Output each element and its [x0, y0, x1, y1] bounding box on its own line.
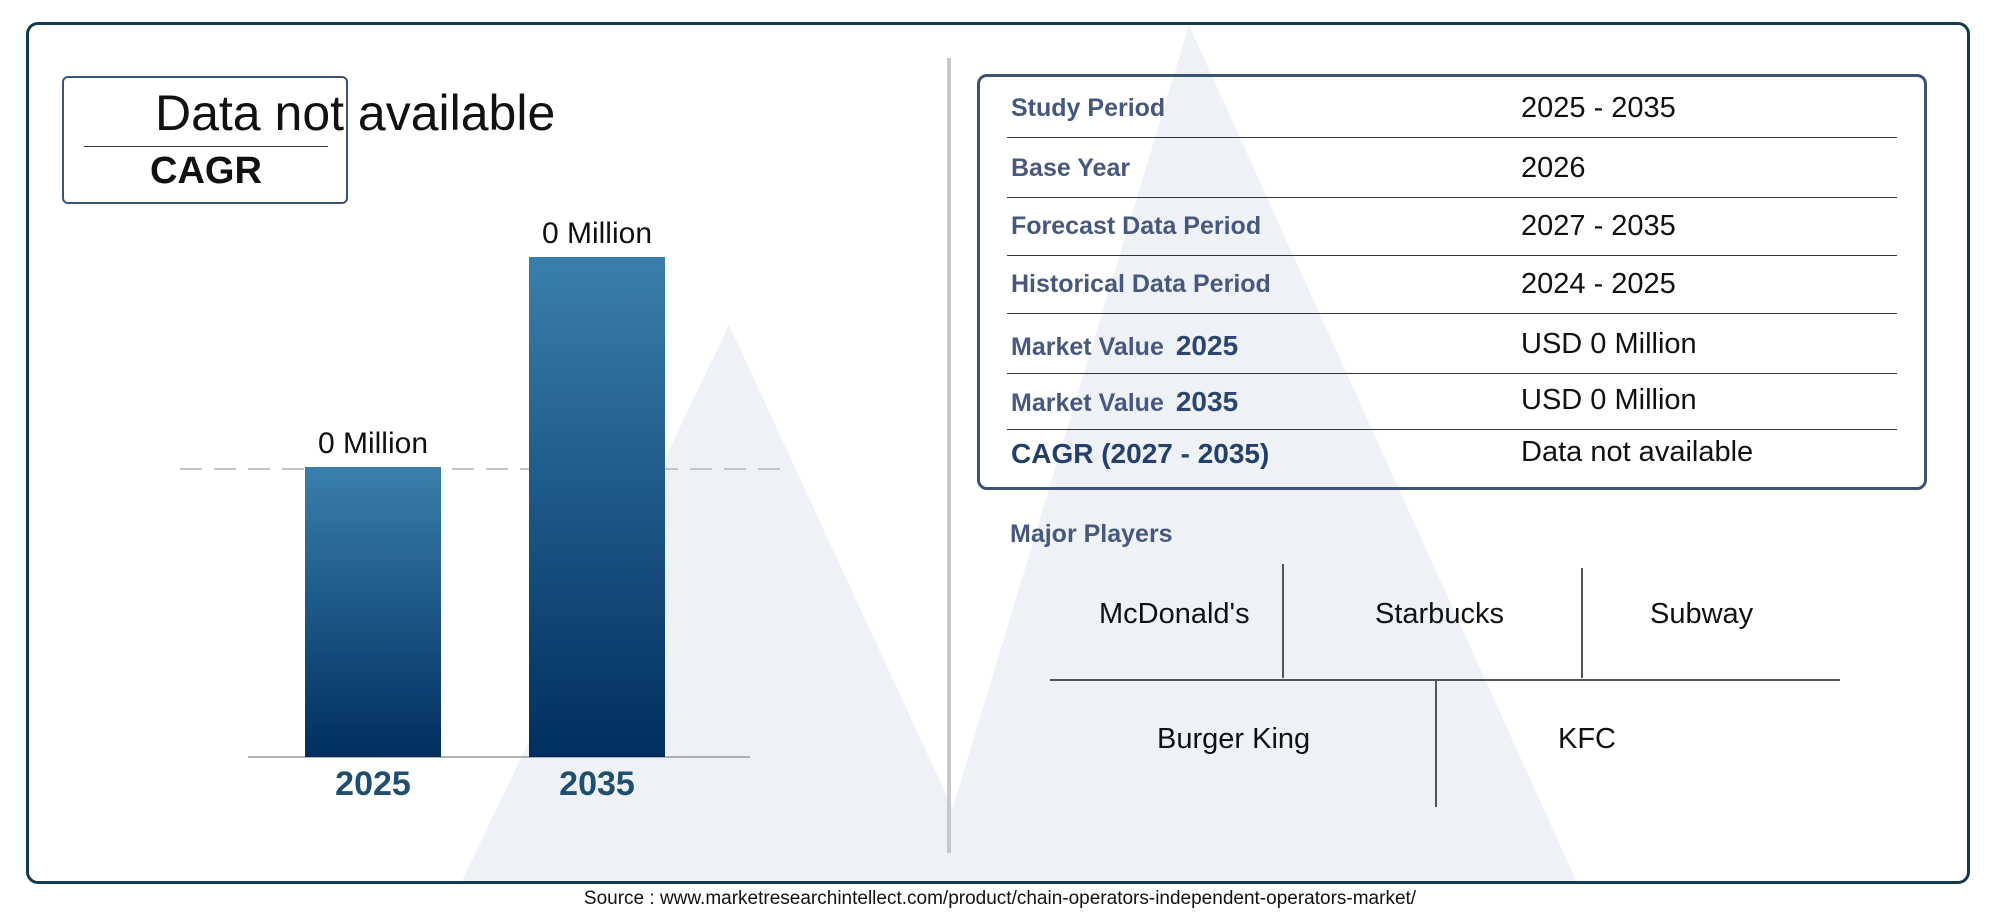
- x-tick-label: 2025: [335, 765, 411, 803]
- info-row: Study Period 2025 - 2035: [1007, 80, 1897, 138]
- info-row: Forecast Data Period 2027 - 2035: [1007, 198, 1897, 256]
- info-row-rule: [1007, 312, 1897, 314]
- info-row-value: 2027 - 2035: [1521, 210, 1676, 242]
- panel-divider: [947, 58, 951, 853]
- info-row: CAGR (2027 - 2035) Data not available: [1007, 424, 1897, 482]
- info-row-label: Forecast Data Period: [1011, 212, 1262, 240]
- info-row-value: USD 0 Million: [1521, 328, 1697, 360]
- cagr-box: [62, 76, 348, 204]
- player-name: KFC: [1558, 723, 1616, 755]
- cagr-value: Data not available: [155, 85, 556, 141]
- info-row: Base Year 2026: [1007, 140, 1897, 198]
- x-tick-label: 2035: [559, 765, 635, 803]
- source-citation: Source : www.marketresearchintellect.com…: [583, 888, 1417, 909]
- market-info-box: [977, 74, 1927, 490]
- players-divider-vertical-1: [1282, 564, 1284, 678]
- info-row-rule: [1007, 372, 1897, 374]
- players-divider-vertical-2: [1581, 568, 1583, 678]
- info-row-rule: [1007, 428, 1897, 430]
- bar-2025: [305, 467, 441, 757]
- player-name: Burger King: [1157, 723, 1311, 755]
- player-name: McDonald's: [1099, 598, 1250, 630]
- major-players-title: Major Players: [1010, 520, 1173, 548]
- cagr-label: CAGR: [150, 150, 262, 192]
- bar-2035: [529, 257, 665, 757]
- info-row-year: 2025: [1175, 330, 1239, 361]
- info-row: Market Value 2035 USD 0 Million: [1007, 372, 1897, 430]
- player-name: Starbucks: [1375, 598, 1504, 630]
- info-row-label: Study Period: [1011, 94, 1166, 122]
- bar-value-label: 0 Million: [318, 427, 428, 460]
- info-row-value: Data not available: [1521, 436, 1754, 468]
- info-row-label: Market Value 2035: [1011, 386, 1239, 417]
- info-row: Market Value 2025 USD 0 Million: [1007, 316, 1897, 374]
- info-row-rule: [1007, 196, 1897, 198]
- info-row-label: CAGR (2027 - 2035): [1011, 438, 1270, 469]
- info-row-rule: [1007, 254, 1897, 256]
- info-row-rule: [1007, 136, 1897, 138]
- info-row-value: USD 0 Million: [1521, 384, 1697, 416]
- players-divider-vertical-3: [1435, 681, 1437, 807]
- info-row-label: Market Value 2025: [1011, 330, 1239, 361]
- info-row-label: Base Year: [1011, 154, 1131, 182]
- bar-value-label: 0 Million: [542, 217, 652, 250]
- info-row-value: 2026: [1521, 152, 1586, 184]
- info-row-label: Historical Data Period: [1011, 270, 1271, 298]
- market-value-bar-chart: 0 Million 2025 0 Million 2035: [180, 217, 790, 803]
- info-row-year: 2035: [1175, 386, 1239, 417]
- player-name: Subway: [1650, 598, 1754, 630]
- cagr-rule: [84, 146, 328, 147]
- info-row: Historical Data Period 2024 - 2025: [1007, 256, 1897, 314]
- info-row-value: 2024 - 2025: [1521, 268, 1676, 300]
- info-row-value: 2025 - 2035: [1521, 92, 1676, 124]
- players-divider-horizontal: [1050, 679, 1840, 681]
